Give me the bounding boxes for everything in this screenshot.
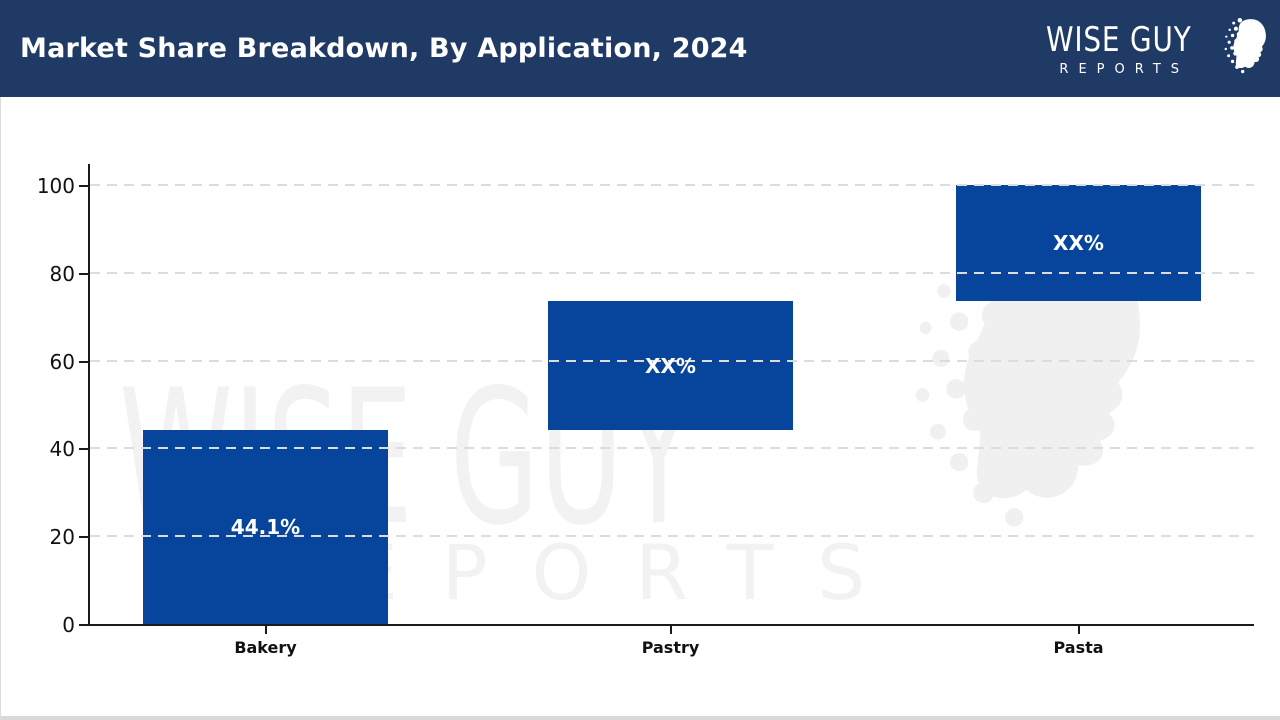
bar-value-label: XX%	[645, 353, 696, 378]
gridline-y60	[90, 359, 1254, 362]
y-tick-label-100: 100	[36, 174, 75, 198]
bar-pasta	[956, 185, 1201, 302]
brand-logo: WISE GUY REPORTS	[1030, 9, 1272, 89]
x-tick-pasta	[1077, 626, 1080, 634]
wiseguy-face-icon	[1224, 17, 1266, 73]
y-tick-0	[79, 624, 88, 626]
y-tick-label-40: 40	[49, 437, 75, 462]
y-tick-label-80: 80	[49, 261, 75, 286]
gridline-y100	[90, 184, 1254, 186]
y-tick-label-20: 20	[49, 525, 75, 550]
y-axis-line	[88, 164, 90, 626]
y-tick-20	[79, 536, 88, 539]
bar-pastry	[548, 301, 793, 431]
y-tick-40	[79, 448, 88, 451]
y-tick-80	[79, 272, 88, 275]
brand-subtext: REPORTS	[1059, 62, 1190, 77]
x-category-label-pasta: Pasta	[1053, 638, 1104, 657]
x-tick-pastry	[669, 626, 672, 634]
page-title: Market Share Breakdown, By Application, …	[20, 33, 748, 64]
chart-area: WISE GUY REPORTS 44.1% XX% XX% 0 20 40 60 80 100…	[1, 97, 1280, 716]
gridline-y40	[90, 447, 1254, 450]
brand-wordmark: WISE GUY	[1046, 20, 1193, 60]
brand-logo-text: WISE GUY REPORTS	[1030, 20, 1208, 77]
x-category-label-pastry: Pastry	[641, 638, 700, 657]
page-bottom-border	[1, 716, 1280, 720]
y-tick-label-60: 60	[49, 349, 75, 374]
gridline-y80	[90, 271, 1254, 274]
x-axis-line	[88, 624, 1254, 626]
x-category-label-bakery: Bakery	[234, 638, 297, 657]
y-tick-label-0: 0	[62, 613, 75, 637]
gridline-y20	[90, 535, 1254, 538]
y-tick-60	[79, 360, 88, 363]
x-tick-bakery	[264, 626, 267, 634]
header-bar: Market Share Breakdown, By Application, …	[0, 0, 1280, 97]
bar-value-label: XX%	[1053, 231, 1104, 256]
y-tick-100	[79, 185, 88, 187]
bar-bakery	[143, 430, 388, 624]
bar-value-label: 44.1%	[230, 515, 301, 540]
